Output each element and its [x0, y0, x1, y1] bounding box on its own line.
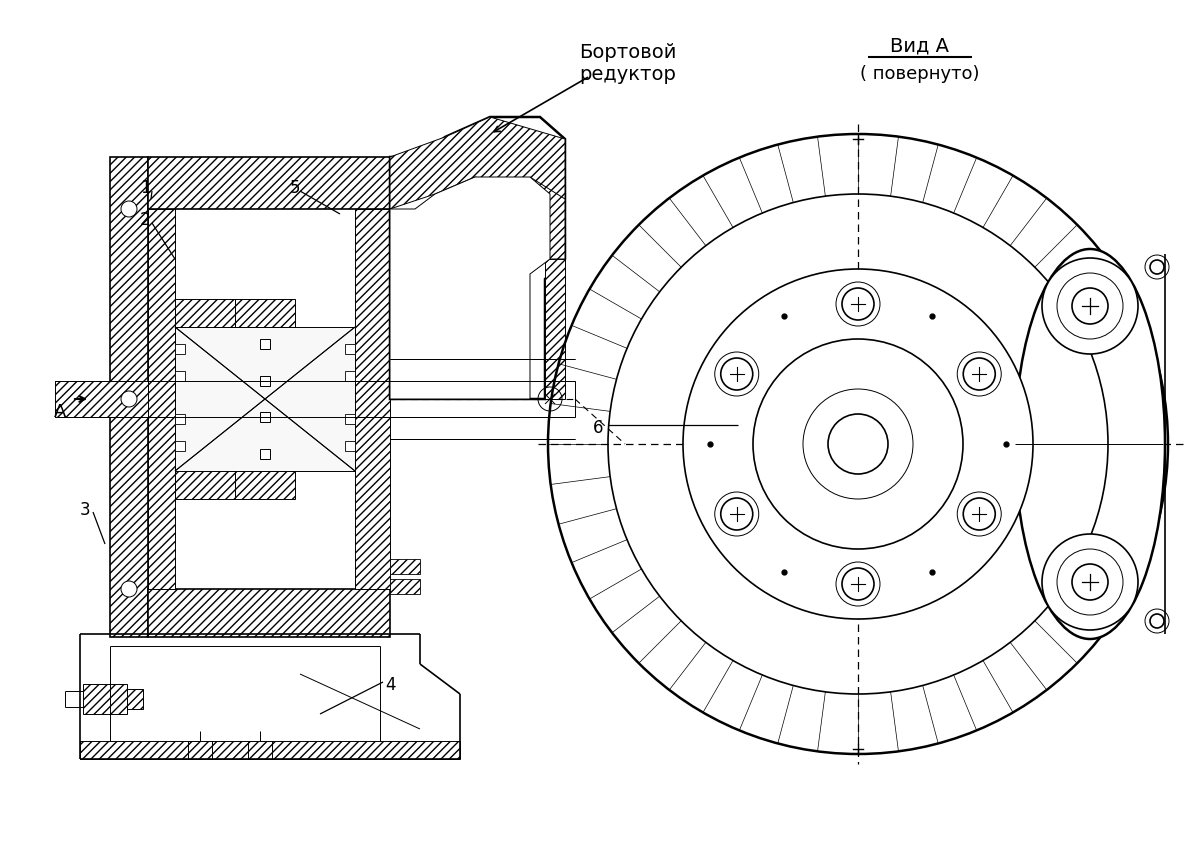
Text: А: А: [54, 403, 66, 420]
Polygon shape: [450, 268, 510, 286]
Polygon shape: [83, 684, 127, 714]
Polygon shape: [530, 177, 565, 260]
Text: 4: 4: [385, 675, 395, 693]
Polygon shape: [390, 118, 565, 400]
Polygon shape: [148, 589, 390, 637]
Polygon shape: [390, 560, 420, 574]
Circle shape: [958, 492, 1001, 536]
Circle shape: [964, 358, 995, 391]
Circle shape: [842, 288, 874, 320]
Circle shape: [836, 282, 880, 326]
Text: Вид А: Вид А: [890, 36, 949, 55]
Polygon shape: [260, 449, 270, 460]
Polygon shape: [390, 579, 420, 594]
Polygon shape: [175, 372, 185, 381]
Circle shape: [958, 353, 1001, 397]
Polygon shape: [175, 369, 235, 381]
Polygon shape: [188, 741, 212, 759]
Polygon shape: [260, 339, 270, 350]
Text: ( повернуто): ( повернуто): [860, 65, 979, 83]
Circle shape: [683, 269, 1033, 619]
Polygon shape: [248, 741, 272, 759]
Polygon shape: [175, 414, 185, 424]
Polygon shape: [390, 118, 565, 210]
Circle shape: [721, 499, 752, 530]
Polygon shape: [355, 210, 390, 589]
Text: 5: 5: [289, 179, 300, 197]
Polygon shape: [390, 235, 420, 250]
Polygon shape: [175, 328, 355, 472]
Polygon shape: [390, 177, 550, 400]
Polygon shape: [175, 442, 185, 451]
Polygon shape: [346, 442, 355, 451]
Circle shape: [121, 581, 137, 598]
Circle shape: [1042, 535, 1138, 630]
Polygon shape: [80, 741, 460, 759]
Text: редуктор: редуктор: [580, 65, 677, 84]
Polygon shape: [175, 300, 235, 499]
Circle shape: [721, 358, 752, 391]
Polygon shape: [545, 260, 565, 400]
Polygon shape: [346, 344, 355, 355]
Circle shape: [715, 492, 758, 536]
Circle shape: [754, 339, 964, 549]
Polygon shape: [260, 412, 270, 423]
Polygon shape: [148, 158, 390, 210]
Polygon shape: [175, 344, 185, 355]
Circle shape: [842, 568, 874, 600]
Text: 1: 1: [139, 179, 150, 197]
Polygon shape: [390, 214, 420, 230]
Text: Бортовой: Бортовой: [580, 42, 677, 61]
Polygon shape: [110, 158, 148, 637]
Circle shape: [836, 562, 880, 606]
Circle shape: [121, 201, 137, 218]
Polygon shape: [55, 381, 148, 418]
Circle shape: [121, 392, 137, 407]
Circle shape: [715, 353, 758, 397]
Text: 6: 6: [593, 418, 604, 437]
Polygon shape: [175, 418, 235, 430]
Polygon shape: [127, 689, 143, 709]
Ellipse shape: [1015, 250, 1165, 639]
Polygon shape: [235, 472, 295, 499]
Polygon shape: [450, 314, 510, 332]
Polygon shape: [260, 376, 270, 387]
Circle shape: [964, 499, 995, 530]
Polygon shape: [235, 300, 295, 328]
Polygon shape: [450, 220, 510, 238]
Polygon shape: [346, 414, 355, 424]
Polygon shape: [148, 210, 175, 589]
Text: 3: 3: [79, 500, 90, 518]
Text: 2: 2: [139, 211, 150, 229]
Polygon shape: [450, 245, 510, 263]
Polygon shape: [346, 372, 355, 381]
Polygon shape: [450, 292, 510, 310]
Circle shape: [1042, 258, 1138, 355]
